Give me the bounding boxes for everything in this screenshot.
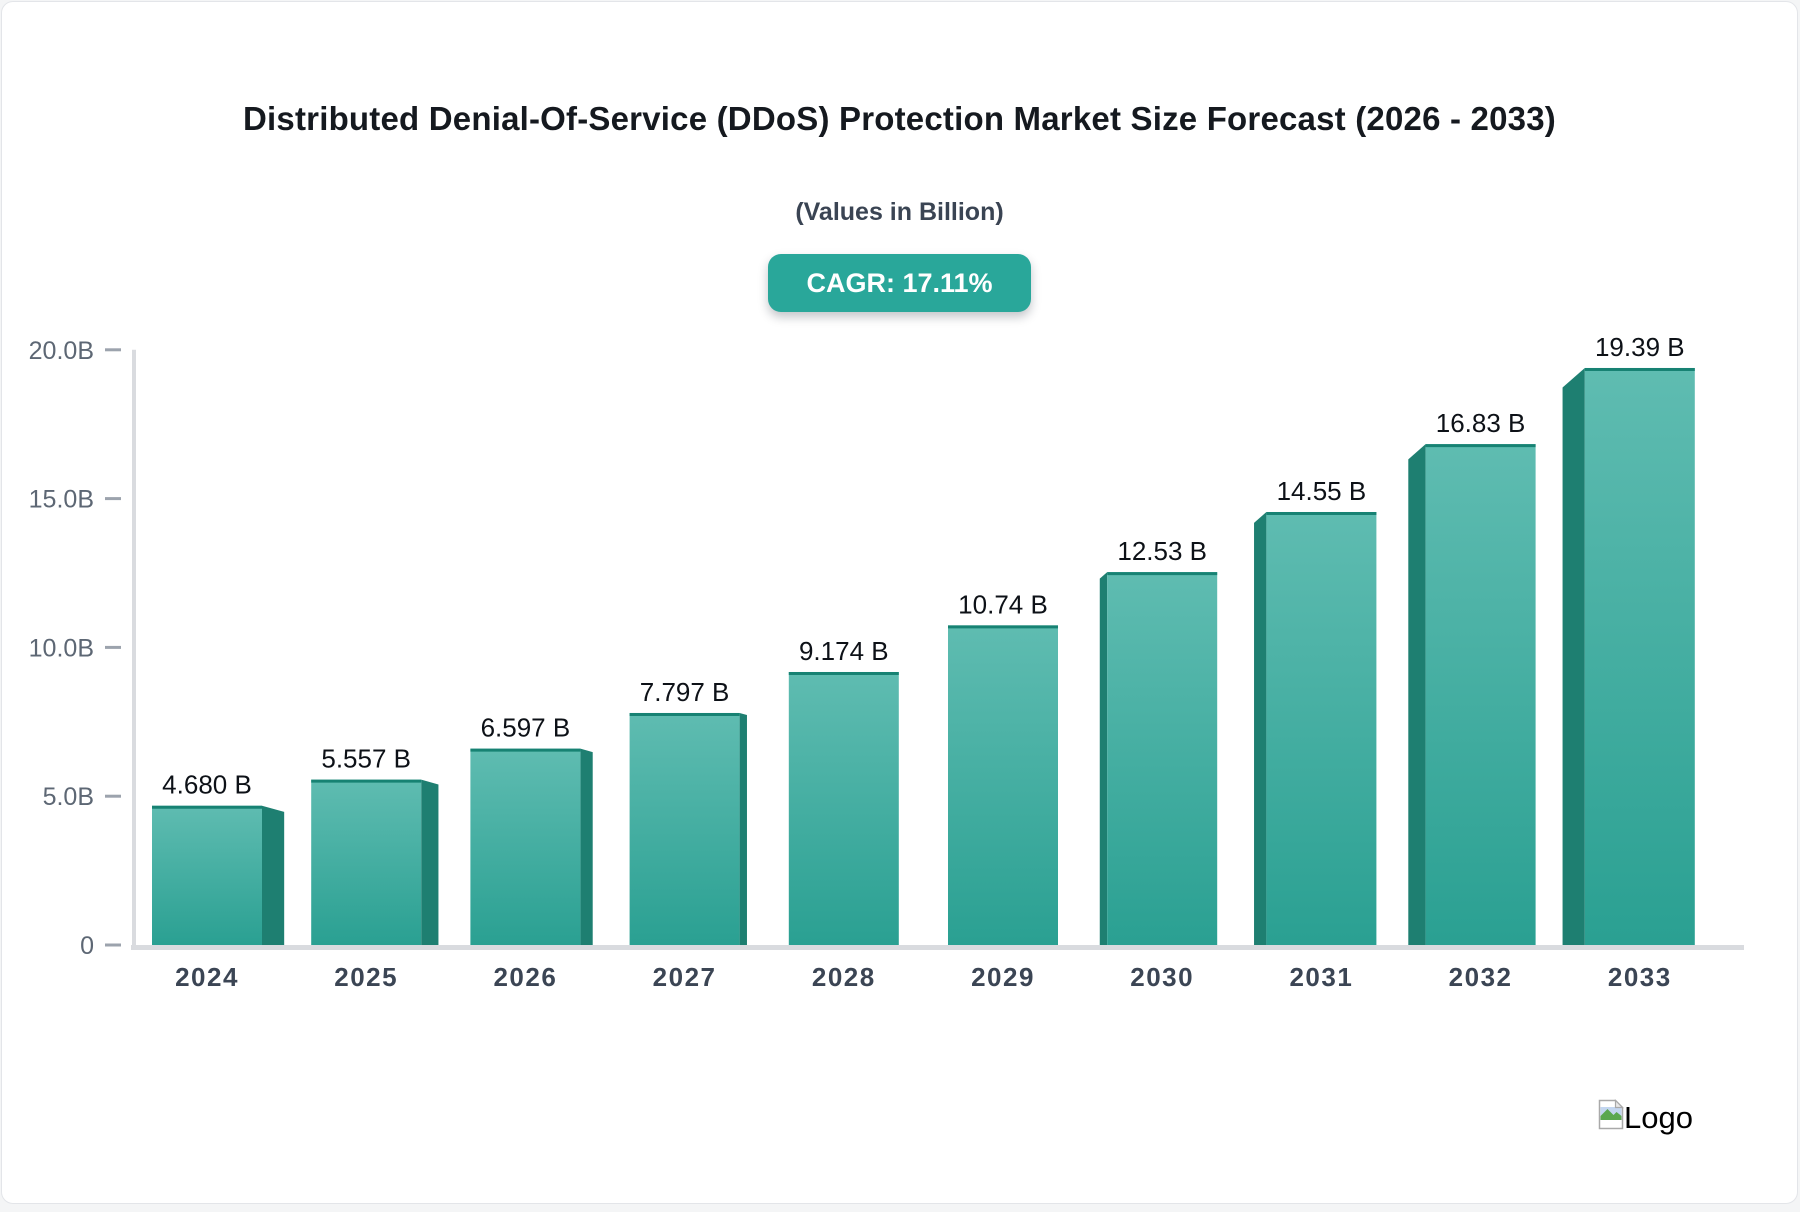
x-tick-label: 2027 <box>653 962 717 992</box>
bar-front-face <box>1425 444 1536 945</box>
y-tick-label: 5.0B <box>43 783 94 811</box>
bar-2032[interactable]: 16.83 B 2032 <box>1408 408 1536 992</box>
bar-value-label: 12.53 B <box>1117 536 1207 566</box>
bar-value-label: 6.597 B <box>481 713 571 743</box>
bar-side-face <box>1099 572 1108 945</box>
bar-value-label: 14.55 B <box>1277 476 1367 506</box>
bar-value-label: 7.797 B <box>640 677 730 707</box>
logo-alt-text: Logo <box>1624 1100 1693 1135</box>
y-tick-label: 15.0B <box>29 486 94 514</box>
y-tick-label: 20.0B <box>29 337 94 365</box>
bar-2028[interactable]: 9.174 B 2028 <box>788 636 899 992</box>
y-tick-label: 0 <box>80 932 94 960</box>
x-tick-label: 2025 <box>334 962 398 992</box>
bar-2030[interactable]: 12.53 B 2030 <box>1099 536 1218 992</box>
chart-subtitle: (Values in Billion) <box>795 198 1004 226</box>
chart-title: Distributed Denial-Of-Service (DDoS) Pro… <box>2 96 1797 143</box>
bar-side-face <box>580 748 593 945</box>
bar-side-face <box>1254 511 1267 945</box>
bar-side-face <box>421 779 439 945</box>
bar-front-face <box>1266 511 1377 945</box>
bar-side-face <box>262 805 285 945</box>
cagr-badge: CAGR: 17.11% <box>768 254 1031 312</box>
bar-value-label: 9.174 B <box>799 636 889 666</box>
bar-front-face <box>788 671 899 945</box>
bar-value-label: 4.680 B <box>162 770 252 800</box>
bar-side-face <box>739 712 747 945</box>
bar-2024[interactable]: 4.680 B 2024 <box>152 770 285 992</box>
bar-2027[interactable]: 7.797 B 2027 <box>629 677 747 992</box>
bar-front-face <box>629 712 740 945</box>
x-tick-label: 2024 <box>175 962 239 992</box>
y-tick-label: 10.0B <box>29 634 94 662</box>
bar-front-face <box>311 779 422 945</box>
logo-placeholder: Logo <box>1598 1096 1693 1140</box>
bar-value-label: 19.39 B <box>1595 332 1685 362</box>
chart-title-text: Distributed Denial-Of-Service (DDoS) Pro… <box>243 100 1556 137</box>
x-tick-label: 2030 <box>1130 962 1194 992</box>
bar-side-face <box>1562 367 1585 945</box>
bar-2025[interactable]: 5.557 B 2025 <box>311 744 439 992</box>
bar-2029[interactable]: 10.74 B 2029 <box>948 589 1058 992</box>
bar-2026[interactable]: 6.597 B 2026 <box>470 713 593 992</box>
broken-image-icon <box>1598 1099 1624 1130</box>
x-tick-label: 2031 <box>1289 962 1353 992</box>
bar-front-face <box>948 625 1058 945</box>
x-tick-label: 2028 <box>812 962 876 992</box>
bar-front-face <box>470 748 581 945</box>
x-tick-label: 2032 <box>1449 962 1513 992</box>
x-tick-label: 2029 <box>971 962 1035 992</box>
x-tick-label: 2033 <box>1608 962 1672 992</box>
bar-front-face <box>152 805 262 945</box>
cagr-badge-row: CAGR: 17.11% <box>2 254 1797 312</box>
bar-front-face <box>1107 572 1218 945</box>
bar-side-face <box>1408 444 1426 945</box>
bar-2033[interactable]: 19.39 B 2033 <box>1562 332 1695 992</box>
bar-front-face <box>1584 367 1695 945</box>
x-tick-label: 2026 <box>493 962 557 992</box>
market-size-chart: 0 5.0B 10.0B 15.0B 20.0B 4.680 B 2024 5.557 B 20… <box>29 332 1744 992</box>
bar-2031[interactable]: 14.55 B 2031 <box>1254 476 1377 992</box>
bar-value-label: 10.74 B <box>958 589 1048 619</box>
bar-value-label: 5.557 B <box>321 744 411 774</box>
bar-value-label: 16.83 B <box>1436 408 1526 438</box>
